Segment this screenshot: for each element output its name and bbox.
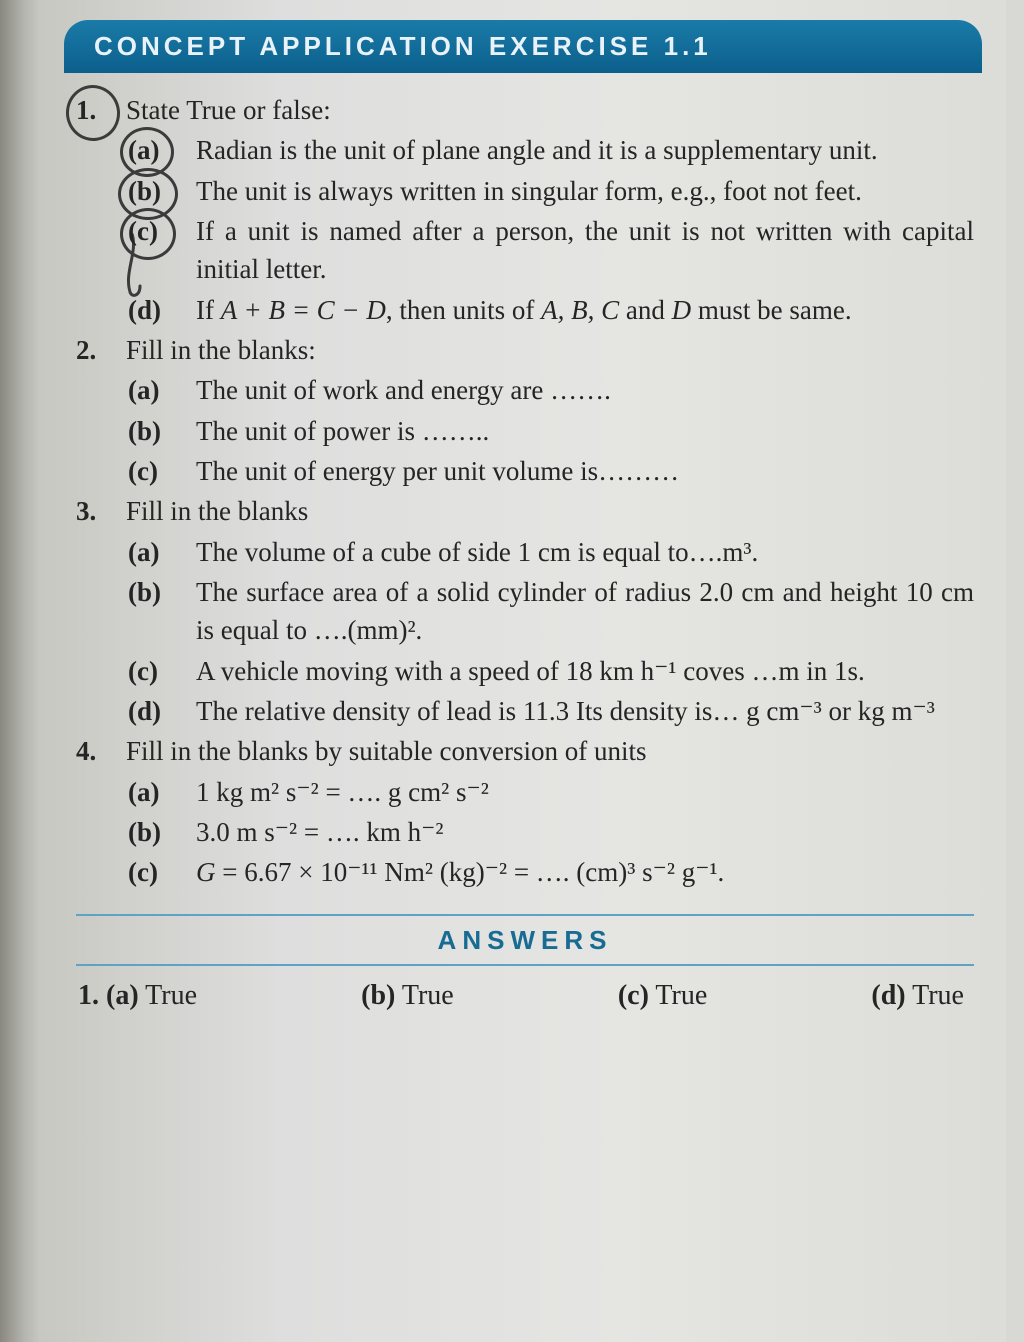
q4-c-label: (c) (128, 853, 196, 891)
q2-c: (c) The unit of energy per unit volume i… (128, 452, 974, 490)
vars: A, B, C (541, 295, 619, 325)
row-num: 1. (78, 980, 99, 1011)
content: 1. State True or false: (a) Radian is th… (64, 73, 982, 1016)
q3-c: (c) A vehicle moving with a speed of 18 … (128, 652, 974, 690)
q3-title: Fill in the blanks (126, 492, 308, 530)
q3-a-text: The volume of a cube of side 1 cm is equ… (196, 533, 974, 571)
exercise-title: CONCEPT APPLICATION EXERCISE 1.1 (94, 31, 712, 61)
q1-b: (b) The unit is always written in singul… (128, 172, 974, 210)
q2-c-label: (c) (128, 452, 196, 490)
q1-b-label: (b) (128, 172, 196, 210)
question-1: 1. State True or false: (a) Radian is th… (76, 91, 974, 329)
q2-number: 2. (76, 331, 126, 369)
q1-c-text: If a unit is named after a person, the u… (196, 212, 974, 289)
q4-a-text: 1 kg m² s⁻² = …. g cm² s⁻² (196, 773, 974, 811)
q3-c-label: (c) (128, 652, 196, 690)
val: True (145, 980, 197, 1011)
q1-a-label: (a) (128, 131, 196, 169)
q1-c-label: (c) (128, 212, 196, 250)
q1-a-text: Radian is the unit of plane angle and it… (196, 131, 974, 169)
answers-title: ANSWERS (438, 925, 613, 955)
answer-1d: (d) True (871, 976, 964, 1016)
val: True (402, 980, 454, 1011)
q2-title: Fill in the blanks: (126, 331, 316, 369)
text: If (196, 295, 221, 325)
q3-d-text: The relative density of lead is 11.3 Its… (196, 692, 974, 730)
var: D (672, 295, 692, 325)
question-2: 2. Fill in the blanks: (a) The unit of w… (76, 331, 974, 490)
q3-number: 3. (76, 492, 126, 530)
val: True (912, 980, 964, 1011)
q2-a-text: The unit of work and energy are ……. (196, 371, 974, 409)
answer-1c: (c) True (618, 976, 707, 1016)
q1-c: (c) If a unit is named after a person, t… (128, 212, 974, 289)
answer-1b: (b) True (361, 976, 454, 1016)
q3-b: (b) The surface area of a solid cylinder… (128, 573, 974, 650)
q2-a: (a) The unit of work and energy are ……. (128, 371, 974, 409)
q4-a: (a) 1 kg m² s⁻² = …. g cm² s⁻² (128, 773, 974, 811)
q1-number: 1. (76, 91, 126, 129)
q1-title: State True or false: (126, 91, 331, 129)
q4-b-label: (b) (128, 813, 196, 851)
q3-b-text: The surface area of a solid cylinder of … (196, 573, 974, 650)
q4-number: 4. (76, 732, 126, 770)
val: True (655, 980, 707, 1011)
lab: (b) (361, 980, 395, 1011)
q1-b-text: The unit is always written in singular f… (196, 172, 974, 210)
q2-b-text: The unit of power is …….. (196, 412, 974, 450)
answers-heading: ANSWERS (76, 914, 974, 967)
q1-a: (a) Radian is the unit of plane angle an… (128, 131, 974, 169)
q4-c-text: G = 6.67 × 10⁻¹¹ Nm² (kg)⁻² = …. (cm)³ s… (196, 853, 974, 891)
q4-a-label: (a) (128, 773, 196, 811)
equation: A + B = C − D (221, 295, 386, 325)
q4-b-text: 3.0 m s⁻² = …. km h⁻² (196, 813, 974, 851)
q3-b-label: (b) (128, 573, 196, 611)
q2-a-label: (a) (128, 371, 196, 409)
q3-c-text: A vehicle moving with a speed of 18 km h… (196, 652, 974, 690)
text: and (619, 295, 671, 325)
var: G (196, 857, 216, 887)
lab: (a) (106, 980, 139, 1011)
binding-shadow (0, 0, 40, 1342)
lab: (d) (871, 980, 905, 1011)
q3-d: (d) The relative density of lead is 11.3… (128, 692, 974, 730)
question-4: 4. Fill in the blanks by suitable conver… (76, 732, 974, 891)
q4-b: (b) 3.0 m s⁻² = …. km h⁻² (128, 813, 974, 851)
answer-1a: 1. (a) True (78, 976, 197, 1016)
q4-c: (c) G = 6.67 × 10⁻¹¹ Nm² (kg)⁻² = …. (cm… (128, 853, 974, 891)
question-3: 3. Fill in the blanks (a) The volume of … (76, 492, 974, 730)
q1-d-label: (d) (128, 291, 196, 329)
text: , then units of (386, 295, 541, 325)
q3-d-label: (d) (128, 692, 196, 730)
q1-d-text: If A + B = C − D, then units of A, B, C … (196, 291, 974, 329)
text: must be same. (691, 295, 851, 325)
q4-title: Fill in the blanks by suitable conversio… (126, 732, 646, 770)
q1-d: (d) If A + B = C − D, then units of A, B… (128, 291, 974, 329)
q3-a-label: (a) (128, 533, 196, 571)
text: = 6.67 × 10⁻¹¹ Nm² (kg)⁻² = …. (cm)³ s⁻²… (216, 857, 725, 887)
page: CONCEPT APPLICATION EXERCISE 1.1 1. Stat… (40, 0, 1006, 1342)
exercise-header: CONCEPT APPLICATION EXERCISE 1.1 (64, 20, 982, 73)
q3-a: (a) The volume of a cube of side 1 cm is… (128, 533, 974, 571)
q2-b: (b) The unit of power is …….. (128, 412, 974, 450)
lab: (c) (618, 980, 649, 1011)
q2-c-text: The unit of energy per unit volume is……… (196, 452, 974, 490)
answers-row: 1. (a) True (b) True (c) True (d) True (76, 966, 974, 1016)
q2-b-label: (b) (128, 412, 196, 450)
